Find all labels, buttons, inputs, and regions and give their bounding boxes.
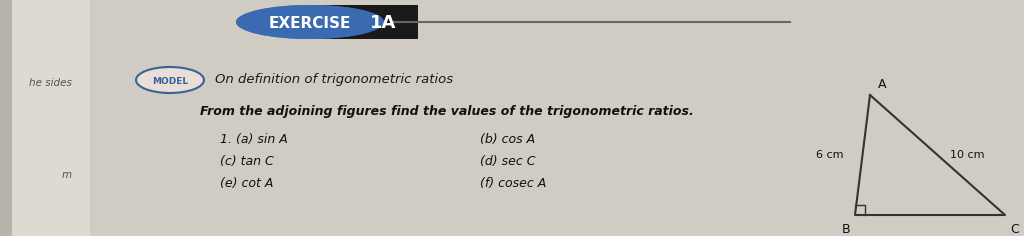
Text: From the adjoining figures find the values of the trigonometric ratios.: From the adjoining figures find the valu… (200, 105, 693, 118)
Text: (e) cot A: (e) cot A (220, 177, 273, 190)
Text: EXERCISE: EXERCISE (269, 16, 351, 30)
Text: (b) cos A: (b) cos A (480, 134, 536, 147)
Ellipse shape (136, 67, 204, 93)
Text: B: B (842, 223, 850, 236)
Text: MODEL: MODEL (152, 76, 188, 85)
Text: On definition of trigonometric ratios: On definition of trigonometric ratios (215, 72, 454, 85)
Text: (d) sec C: (d) sec C (480, 156, 536, 169)
Text: 1. (a) sin A: 1. (a) sin A (220, 134, 288, 147)
Polygon shape (0, 0, 12, 236)
Ellipse shape (236, 5, 384, 39)
Text: he sides: he sides (29, 78, 72, 88)
Text: (c) tan C: (c) tan C (220, 156, 273, 169)
Ellipse shape (338, 5, 418, 39)
Text: 6 cm: 6 cm (815, 150, 843, 160)
Text: A: A (878, 78, 887, 91)
Polygon shape (0, 0, 90, 236)
Text: m: m (61, 170, 72, 180)
Polygon shape (310, 5, 418, 39)
Ellipse shape (236, 5, 384, 39)
Text: 10 cm: 10 cm (949, 150, 984, 160)
Text: C: C (1010, 223, 1019, 236)
Text: 1A: 1A (370, 14, 396, 32)
Text: (f) cosec A: (f) cosec A (480, 177, 546, 190)
Polygon shape (90, 0, 1024, 236)
